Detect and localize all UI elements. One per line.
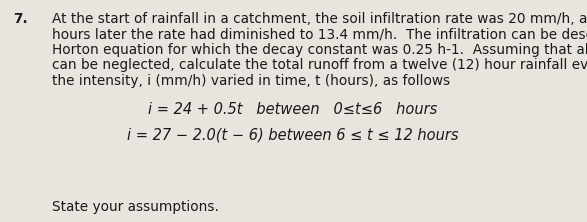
Text: i = 24 + 0.5t   between   0≤t≤6   hours: i = 24 + 0.5t between 0≤t≤6 hours <box>149 103 438 117</box>
Text: State your assumptions.: State your assumptions. <box>52 200 219 214</box>
Text: the intensity, i (mm/h) varied in time, t (hours), as follows: the intensity, i (mm/h) varied in time, … <box>52 74 450 88</box>
Text: hours later the rate had diminished to 13.4 mm/h.  The infiltration can be descr: hours later the rate had diminished to 1… <box>52 28 587 42</box>
Text: can be neglected, calculate the total runoff from a twelve (12) hour rainfall ev: can be neglected, calculate the total ru… <box>52 59 587 73</box>
Text: 7.: 7. <box>13 12 28 26</box>
Text: Horton equation for which the decay constant was 0.25 h-1.  Assuming that all ot: Horton equation for which the decay cons… <box>52 43 587 57</box>
Text: At the start of rainfall in a catchment, the soil infiltration rate was 20 mm/h,: At the start of rainfall in a catchment,… <box>52 12 587 26</box>
Text: i = 27 − 2.0(t − 6) between 6 ≤ t ≤ 12 hours: i = 27 − 2.0(t − 6) between 6 ≤ t ≤ 12 h… <box>127 128 459 143</box>
